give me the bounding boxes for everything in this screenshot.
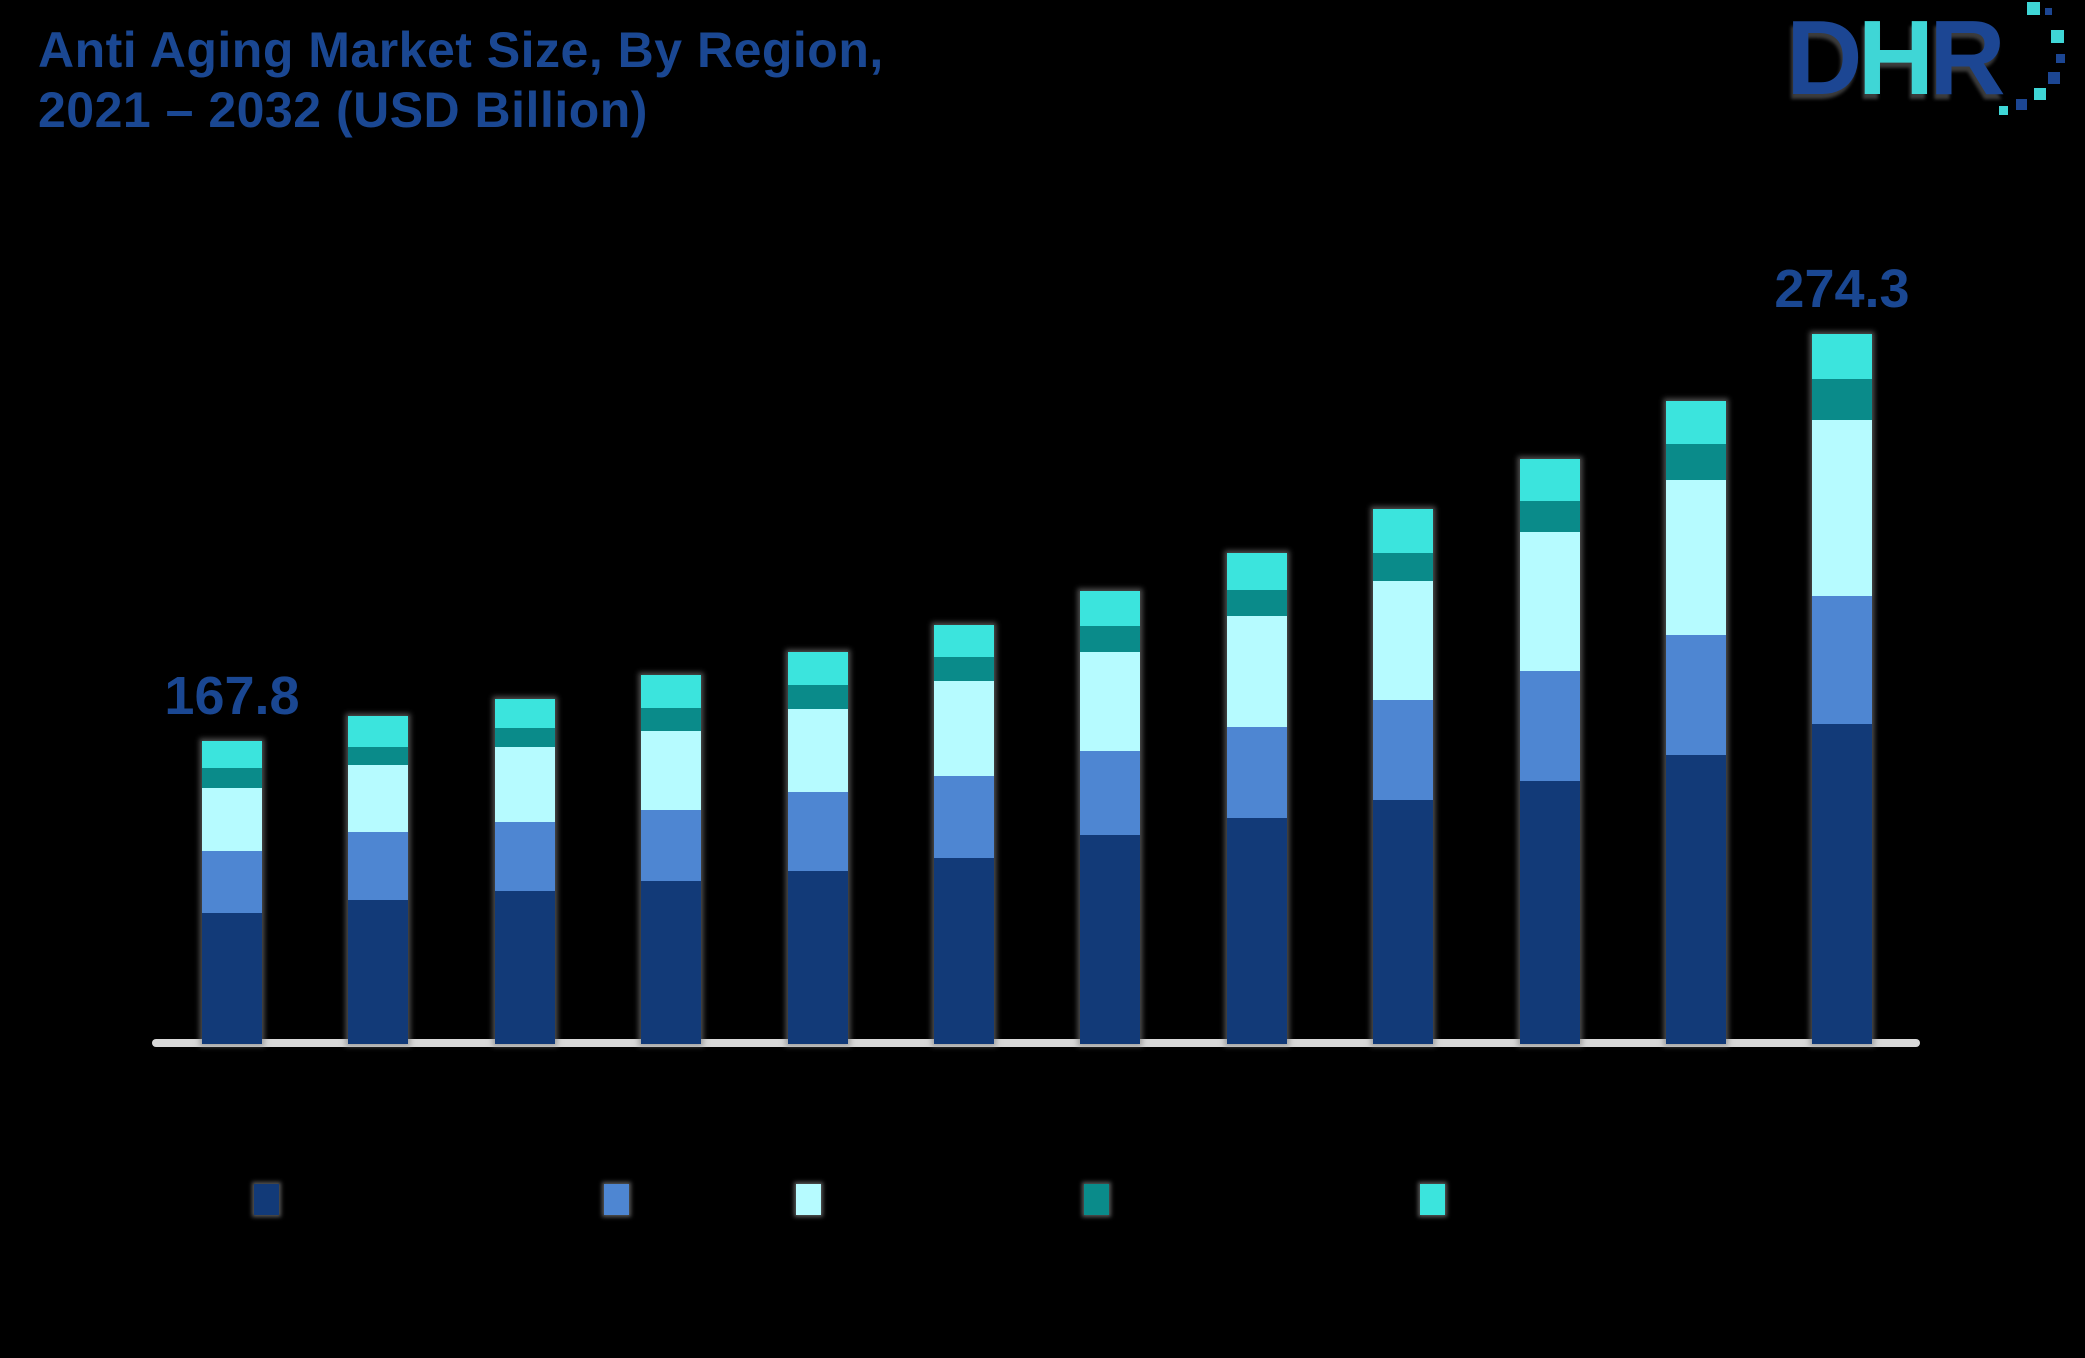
bar-2029-segment-4: [1373, 553, 1433, 581]
bar-2032-segment-5: [1812, 334, 1872, 379]
legend-swatch-3: [795, 1184, 821, 1215]
logo-dot-icon: [2056, 54, 2065, 63]
bar-2026-segment-3: [934, 681, 994, 776]
logo-dot-icon: [2045, 8, 2052, 15]
bar-2030: [1520, 459, 1580, 1044]
bar-2025-segment-5: [788, 652, 848, 685]
bar-2027-segment-1: [1080, 835, 1140, 1044]
bar-2023-segment-4: [495, 728, 555, 747]
bar-2032-segment-3: [1812, 420, 1872, 596]
bar-2024-segment-2: [641, 810, 701, 881]
bar-2023-segment-5: [495, 699, 555, 728]
bar-2022-segment-2: [348, 832, 408, 900]
bar-2030-segment-5: [1520, 459, 1580, 501]
bar-2031-segment-2: [1666, 635, 1726, 755]
bar-2021-segment-4: [202, 768, 262, 788]
x-axis-baseline: [152, 1039, 1920, 1047]
bar-2031-segment-4: [1666, 444, 1726, 480]
logo-letter-r: R: [1929, 0, 2006, 117]
chart-title: Anti Aging Market Size, By Region, 2021 …: [38, 20, 884, 140]
bar-2027-segment-5: [1080, 591, 1140, 626]
bar-2022-segment-1: [348, 900, 408, 1044]
data-label-2032: 274.3: [1774, 259, 1910, 319]
bar-2026-segment-2: [934, 776, 994, 858]
bar-2022-segment-3: [348, 765, 408, 832]
bar-2030-segment-4: [1520, 501, 1580, 532]
bar-2026-segment-4: [934, 657, 994, 681]
bar-2028-segment-5: [1227, 553, 1287, 590]
bar-2025-segment-2: [788, 792, 848, 871]
legend-swatch-2: [603, 1184, 629, 1215]
bar-2023: [495, 699, 555, 1044]
legend-swatch-4: [1083, 1184, 1109, 1215]
bar-2024-segment-4: [641, 708, 701, 731]
bar-2028-segment-2: [1227, 727, 1287, 818]
bar-2031-segment-3: [1666, 480, 1726, 635]
bar-2031-segment-5: [1666, 401, 1726, 444]
logo-dot-icon: [2048, 72, 2060, 84]
legend-swatch-1: [253, 1184, 279, 1215]
bar-2024: [641, 675, 701, 1044]
bar-2021-segment-2: [202, 851, 262, 913]
bar-2022-segment-5: [348, 716, 408, 747]
bar-2030-segment-1: [1520, 781, 1580, 1044]
bar-2029-segment-1: [1373, 800, 1433, 1044]
bar-2025-segment-4: [788, 685, 848, 709]
bar-2024-segment-1: [641, 881, 701, 1044]
bar-2029-segment-5: [1373, 509, 1433, 553]
chart-title-line-2: 2021 – 2032 (USD Billion): [38, 82, 648, 138]
bar-2027-segment-3: [1080, 652, 1140, 751]
bar-2025: [788, 652, 848, 1044]
chart-title-line-1: Anti Aging Market Size, By Region,: [38, 22, 884, 78]
logo-dot-icon: [2027, 2, 2040, 15]
bar-2021-segment-5: [202, 741, 262, 768]
bar-2025-segment-3: [788, 709, 848, 792]
bar-2022: [348, 716, 408, 1044]
bar-2028-segment-4: [1227, 590, 1287, 616]
bar-2024-segment-5: [641, 675, 701, 708]
bar-2027-segment-4: [1080, 626, 1140, 652]
data-label-2021: 167.8: [164, 666, 300, 726]
logo-letter-h: H: [1857, 0, 1935, 117]
bar-2023-segment-2: [495, 822, 555, 891]
bar-2029-segment-2: [1373, 700, 1433, 800]
logo-dot-icon: [1999, 106, 2008, 115]
bar-2021-segment-1: [202, 913, 262, 1044]
bar-2028-segment-3: [1227, 616, 1287, 727]
bar-2032-segment-4: [1812, 379, 1872, 420]
bar-2030-segment-2: [1520, 671, 1580, 781]
dhr-logo-letters: DHR: [1786, 4, 2076, 112]
bar-2021-segment-3: [202, 788, 262, 851]
bar-2028: [1227, 553, 1287, 1044]
bar-2032-segment-1: [1812, 724, 1872, 1044]
bar-2026: [934, 625, 994, 1044]
bar-2025-segment-1: [788, 871, 848, 1044]
bar-2030-segment-3: [1520, 532, 1580, 671]
logo-dot-icon: [2051, 30, 2064, 43]
bar-2031-segment-1: [1666, 755, 1726, 1044]
bar-2029-segment-3: [1373, 581, 1433, 700]
bar-2023-segment-1: [495, 891, 555, 1044]
bar-2032: [1812, 334, 1872, 1044]
logo-dot-icon: [2016, 99, 2027, 110]
bar-2028-segment-1: [1227, 818, 1287, 1044]
bar-2027: [1080, 591, 1140, 1044]
bar-2032-segment-2: [1812, 596, 1872, 724]
bar-2026-segment-1: [934, 858, 994, 1044]
bar-2021: [202, 741, 262, 1044]
dhr-logo: DHR: [1786, 4, 2076, 134]
legend-swatch-5: [1419, 1184, 1445, 1215]
bar-2023-segment-3: [495, 747, 555, 822]
bar-2022-segment-4: [348, 747, 408, 765]
bar-2031: [1666, 401, 1726, 1044]
bar-2024-segment-3: [641, 731, 701, 810]
bar-2026-segment-5: [934, 625, 994, 657]
logo-dot-icon: [2034, 88, 2046, 100]
logo-letter-d: D: [1786, 0, 1863, 117]
bar-2029: [1373, 509, 1433, 1044]
bar-2027-segment-2: [1080, 751, 1140, 835]
